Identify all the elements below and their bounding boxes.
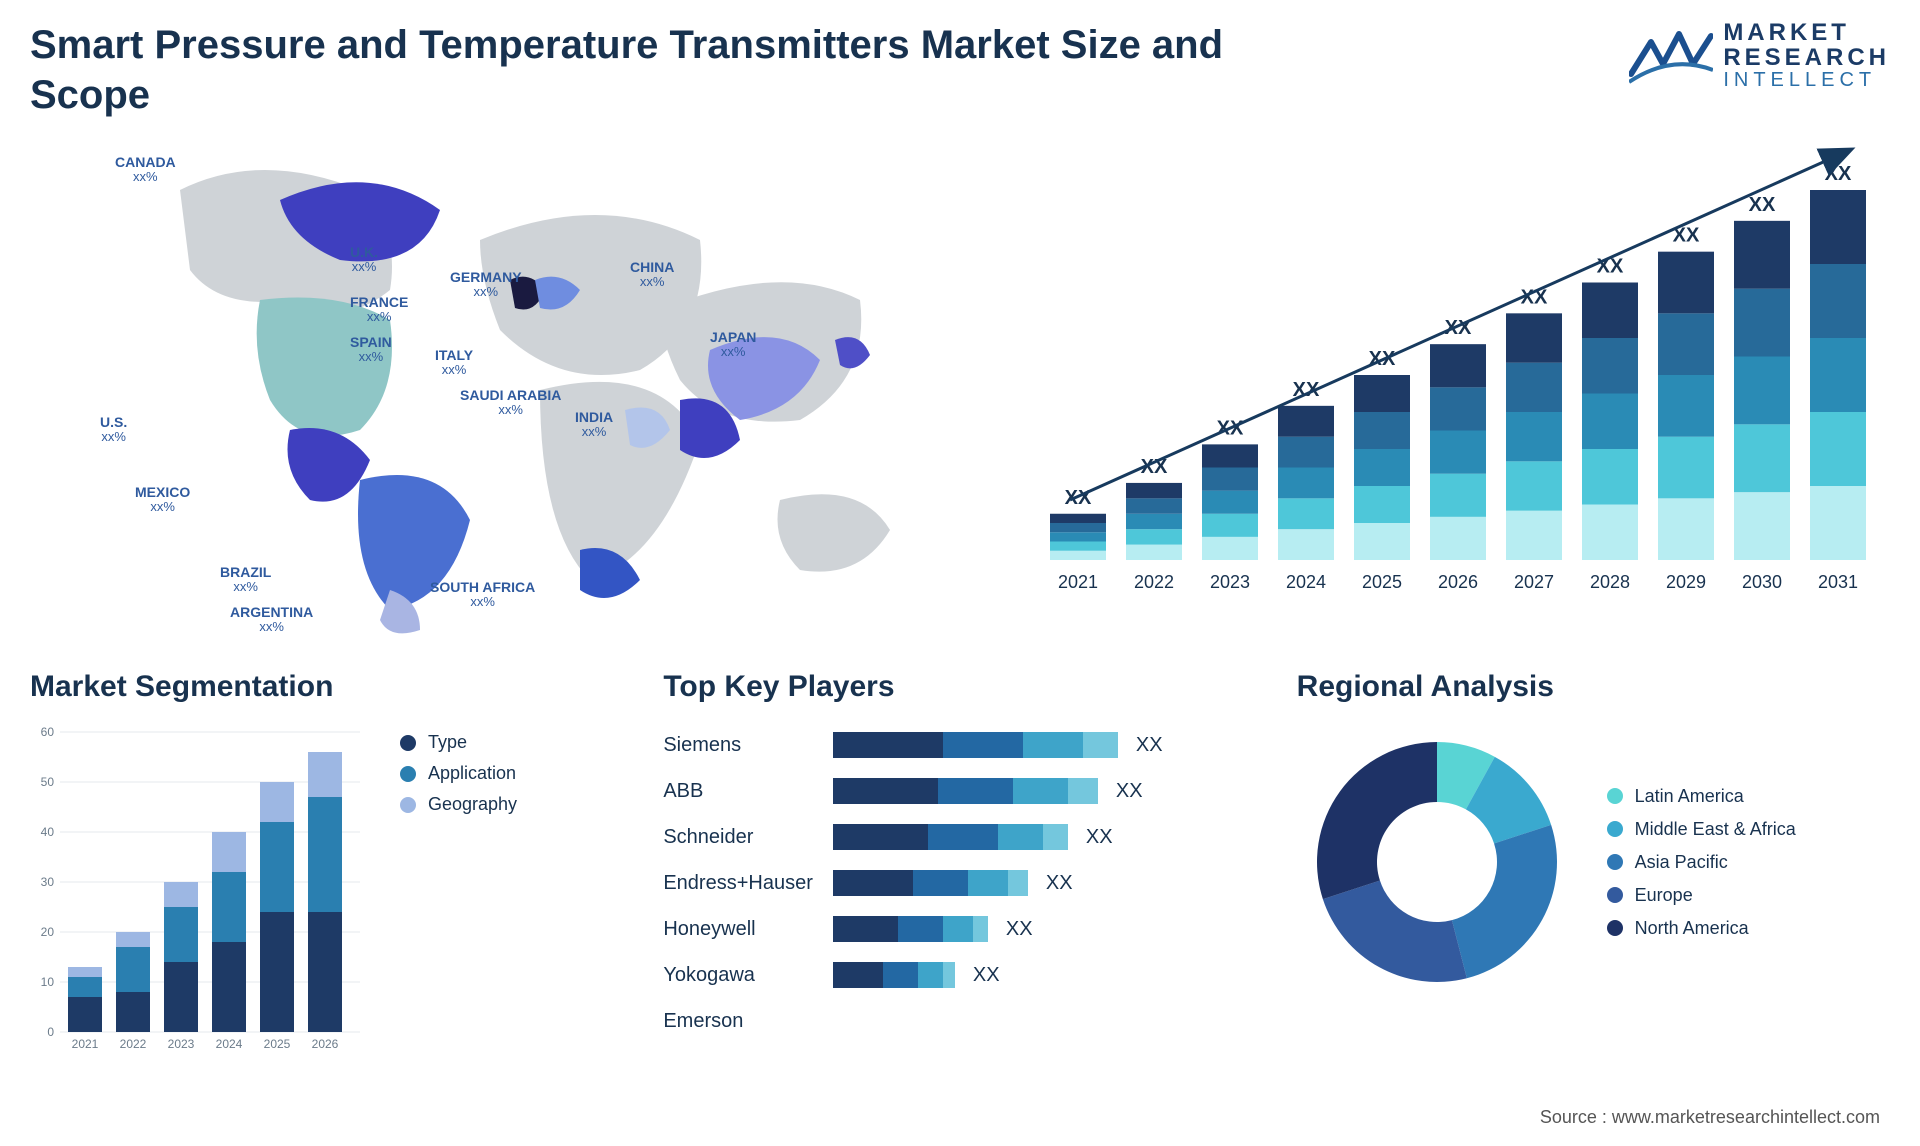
svg-text:2029: 2029 [1666,572,1706,592]
map-label-mexico: MEXICOxx% [135,485,190,515]
logo-line3: INTELLECT [1723,70,1890,91]
player-label-endresshauser: Endress+Hauser [663,860,813,906]
svg-text:2028: 2028 [1590,572,1630,592]
player-label-honeywell: Honeywell [663,906,813,952]
players-labels: SiemensABBSchneiderEndress+HauserHoneywe… [663,722,813,1044]
player-row-siemens: XX [833,722,1257,768]
svg-text:2024: 2024 [1286,572,1326,592]
regional-title: Regional Analysis [1297,670,1890,704]
map-label-japan: JAPANxx% [710,330,756,360]
player-row-schneider: XX [833,814,1257,860]
map-label-india: INDIAxx% [575,410,613,440]
player-label-yokogawa: Yokogawa [663,952,813,998]
map-label-germany: GERMANYxx% [450,270,522,300]
svg-text:2024: 2024 [216,1037,243,1051]
svg-text:2021: 2021 [72,1037,99,1051]
segmentation-chart: 0 10 20 30 40 50 60 2021 2022 2023 2024 2025 2026 [30,722,370,1062]
player-label-abb: ABB [663,768,813,814]
world-map: CANADAxx% U.S.xx% MEXICOxx% BRAZILxx% ARGENT… [30,130,1030,640]
regional-legend-latinamerica: Latin America [1607,786,1796,807]
regional-legend-asiapacific: Asia Pacific [1607,852,1796,873]
map-label-argentina: ARGENTINAxx% [230,605,313,635]
map-label-china: CHINAxx% [630,260,674,290]
logo: MARKET RESEARCH INTELLECT [1629,20,1890,91]
svg-text:2031: 2031 [1818,572,1858,592]
regional-legend: Latin America Middle East & Africa Asia Pa… [1607,774,1796,951]
player-value: XX [1116,780,1143,803]
svg-text:30: 30 [41,875,55,889]
world-map-svg [30,130,1030,640]
svg-text:60: 60 [41,725,55,739]
svg-text:10: 10 [41,975,55,989]
forecast-chart-svg: XX2021XX2022XX2023XX2024XX2025XX2026XX20… [1030,130,1890,620]
svg-text:0: 0 [47,1025,54,1039]
map-label-uk: U.K.xx% [350,245,378,275]
regional-section: Regional Analysis Latin America Middle Ea… [1297,670,1890,1062]
player-value: XX [1086,826,1113,849]
svg-text:50: 50 [41,775,55,789]
forecast-chart: XX2021XX2022XX2023XX2024XX2025XX2026XX20… [1030,130,1890,640]
regional-legend-northamerica: North America [1607,918,1796,939]
player-value: XX [1046,872,1073,895]
map-label-brazil: BRAZILxx% [220,565,271,595]
players-section: Top Key Players SiemensABBSchneiderEndre… [663,670,1256,1062]
regional-legend-europe: Europe [1607,885,1796,906]
map-label-france: FRANCExx% [350,295,408,325]
seg-legend-type: Type [400,732,517,753]
svg-text:2026: 2026 [312,1037,339,1051]
logo-line2: RESEARCH [1723,45,1890,70]
seg-legend-geography: Geography [400,794,517,815]
player-label-emerson: Emerson [663,998,813,1044]
player-row-abb: XX [833,768,1257,814]
source-text: Source : www.marketresearchintellect.com [1540,1107,1880,1128]
svg-text:XX: XX [1749,194,1776,216]
logo-swoosh-icon [1629,24,1713,88]
svg-text:2021: 2021 [1058,572,1098,592]
svg-text:2023: 2023 [168,1037,195,1051]
svg-text:2025: 2025 [1362,572,1402,592]
map-label-italy: ITALYxx% [435,348,473,378]
seg-legend-application: Application [400,763,517,784]
player-label-siemens: Siemens [663,722,813,768]
map-label-southafrica: SOUTH AFRICAxx% [430,580,535,610]
svg-text:20: 20 [41,925,55,939]
svg-text:2022: 2022 [120,1037,147,1051]
player-value: XX [1006,918,1033,941]
segmentation-title: Market Segmentation [30,670,623,704]
player-value: XX [973,964,1000,987]
svg-text:2025: 2025 [264,1037,291,1051]
player-row-yokogawa: XX [833,952,1257,998]
segmentation-section: Market Segmentation 0 10 20 30 40 50 60 2021 202… [30,670,623,1062]
player-row-emerson [833,998,1257,1044]
logo-line1: MARKET [1723,20,1890,45]
regional-donut [1297,722,1577,1002]
svg-text:2023: 2023 [1210,572,1250,592]
player-label-schneider: Schneider [663,814,813,860]
player-row-endresshauser: XX [833,860,1257,906]
player-value: XX [1136,734,1163,757]
players-bars: XXXXXXXXXXXX [833,722,1257,1044]
map-label-us: U.S.xx% [100,415,127,445]
player-row-honeywell: XX [833,906,1257,952]
svg-text:2022: 2022 [1134,572,1174,592]
map-label-saudiarabia: SAUDI ARABIAxx% [460,388,561,418]
page-title: Smart Pressure and Temperature Transmitt… [30,20,1330,120]
svg-text:XX: XX [1825,163,1852,185]
players-title: Top Key Players [663,670,1256,704]
segmentation-legend: Type Application Geography [400,722,517,1062]
svg-text:2030: 2030 [1742,572,1782,592]
svg-text:2027: 2027 [1514,572,1554,592]
map-label-canada: CANADAxx% [115,155,176,185]
regional-legend-middleeastafrica: Middle East & Africa [1607,819,1796,840]
map-label-spain: SPAINxx% [350,335,392,365]
svg-text:40: 40 [41,825,55,839]
svg-text:2026: 2026 [1438,572,1478,592]
